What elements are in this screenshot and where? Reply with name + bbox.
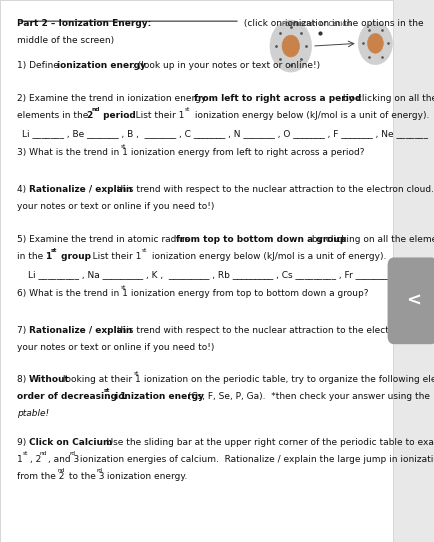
Text: .  List their 1: . List their 1 bbox=[127, 111, 184, 120]
Text: by clicking on all the elements: by clicking on all the elements bbox=[309, 235, 434, 244]
Text: this trend with respect to the nuclear attraction to the electron cloud. (look u: this trend with respect to the nuclear a… bbox=[114, 185, 434, 194]
Circle shape bbox=[368, 34, 383, 53]
Circle shape bbox=[358, 22, 392, 64]
Text: 3) What is the trend in 1: 3) What is the trend in 1 bbox=[17, 148, 128, 157]
Text: 2) Examine the trend in ionization energy: 2) Examine the trend in ionization energ… bbox=[17, 94, 210, 104]
Text: middle of the screen): middle of the screen) bbox=[17, 36, 115, 46]
Text: nd: nd bbox=[92, 107, 100, 112]
Text: , 2: , 2 bbox=[30, 455, 41, 464]
Text: ionization energy below (kJ/mol is a unit of energy).: ionization energy below (kJ/mol is a uni… bbox=[192, 111, 430, 120]
Text: st: st bbox=[23, 451, 28, 456]
Text: ionization energy.: ionization energy. bbox=[104, 472, 187, 481]
Text: Without: Without bbox=[29, 375, 70, 384]
Text: your notes or text or online if you need to!): your notes or text or online if you need… bbox=[17, 343, 215, 352]
Text: nd: nd bbox=[40, 451, 47, 456]
FancyBboxPatch shape bbox=[388, 257, 434, 344]
Text: ionization on the periodic table, try to organize the following elements in: ionization on the periodic table, try to… bbox=[141, 375, 434, 384]
Text: st: st bbox=[121, 144, 126, 149]
Text: 5) Examine the trend in atomic radius: 5) Examine the trend in atomic radius bbox=[17, 235, 193, 244]
Text: Li _________ , Na _________ , K ,  _________ , Rb _________ , Cs _________ , Fr : Li _________ , Na _________ , K , ______… bbox=[28, 270, 392, 279]
Text: 1: 1 bbox=[45, 252, 51, 261]
Text: st: st bbox=[104, 388, 111, 393]
Text: to the 3: to the 3 bbox=[66, 472, 104, 481]
Text: (Cs, F, Se, P, Ga).  *then check your answer using the: (Cs, F, Se, P, Ga). *then check your ans… bbox=[185, 392, 430, 401]
Text: Rationalize / explain: Rationalize / explain bbox=[29, 185, 132, 194]
Text: 1) Define: 1) Define bbox=[17, 61, 62, 70]
Text: from top to bottom down a group: from top to bottom down a group bbox=[176, 235, 346, 244]
Text: rd: rd bbox=[69, 451, 76, 456]
Text: ionization energy below (kJ/mol is a unit of energy).: ionization energy below (kJ/mol is a uni… bbox=[149, 252, 386, 261]
Text: 9): 9) bbox=[17, 438, 30, 448]
Text: nd: nd bbox=[58, 468, 65, 473]
Text: 1: 1 bbox=[17, 455, 23, 464]
Text: 7): 7) bbox=[17, 326, 30, 335]
Text: from left to right across a period: from left to right across a period bbox=[194, 94, 362, 104]
Text: Li _______ , Be _______ , B ,  _______ , C _______ , N _______ , O _______ , F _: Li _______ , Be _______ , B , _______ , … bbox=[22, 129, 427, 138]
Text: : (look up in your notes or text or online!): : (look up in your notes or text or onli… bbox=[132, 61, 320, 70]
Text: Formation of Cation: Formation of Cation bbox=[283, 21, 351, 27]
Text: rd: rd bbox=[96, 468, 102, 473]
Text: by clicking on all the: by clicking on all the bbox=[340, 94, 434, 104]
Text: ionization energies of calcium.  Rationalize / explain the large jump in ionizat: ionization energies of calcium. Rational… bbox=[77, 455, 434, 464]
Text: , and 3: , and 3 bbox=[48, 455, 79, 464]
FancyBboxPatch shape bbox=[0, 0, 393, 542]
Text: 4): 4) bbox=[17, 185, 30, 194]
Text: Rationalize / explain: Rationalize / explain bbox=[29, 326, 132, 335]
Text: st: st bbox=[141, 248, 147, 253]
Text: Click on Calcium: Click on Calcium bbox=[29, 438, 112, 448]
Text: ionization energy: ionization energy bbox=[112, 392, 204, 401]
Text: .  Use the sliding bar at the upper right corner of the periodic table to examin: . Use the sliding bar at the upper right… bbox=[98, 438, 434, 448]
Text: st: st bbox=[121, 285, 126, 290]
Text: 6) What is the trend in 1: 6) What is the trend in 1 bbox=[17, 289, 128, 298]
Text: your notes or text or online if you need to!): your notes or text or online if you need… bbox=[17, 202, 215, 211]
Text: st: st bbox=[185, 107, 190, 112]
Text: from the 2: from the 2 bbox=[17, 472, 65, 481]
Text: group: group bbox=[58, 252, 91, 261]
Text: ionization energy from left to right across a period?: ionization energy from left to right acr… bbox=[128, 148, 365, 157]
Text: this trend with respect to the nuclear attraction to the electron cloud. (look u: this trend with respect to the nuclear a… bbox=[114, 326, 434, 335]
Text: (click on ionization in the options in the: (click on ionization in the options in t… bbox=[241, 19, 424, 28]
Text: 8): 8) bbox=[17, 375, 30, 384]
Text: elements in the: elements in the bbox=[17, 111, 92, 120]
Text: st: st bbox=[133, 371, 138, 376]
Text: Part 2 – Ionization Energy:: Part 2 – Ionization Energy: bbox=[17, 19, 151, 28]
Circle shape bbox=[270, 20, 312, 72]
Circle shape bbox=[282, 35, 299, 57]
Text: looking at their 1: looking at their 1 bbox=[60, 375, 141, 384]
Text: .  List their 1: . List their 1 bbox=[84, 252, 141, 261]
Text: order of decreasing 1: order of decreasing 1 bbox=[17, 392, 127, 401]
Text: ptable!: ptable! bbox=[17, 409, 49, 418]
Text: 2: 2 bbox=[86, 111, 92, 120]
Text: st: st bbox=[50, 248, 57, 253]
Text: ionization energy: ionization energy bbox=[57, 61, 146, 70]
Text: in the: in the bbox=[17, 252, 46, 261]
Text: ionization energy from top to bottom down a group?: ionization energy from top to bottom dow… bbox=[128, 289, 369, 298]
Text: <: < bbox=[406, 292, 421, 310]
Text: period: period bbox=[100, 111, 135, 120]
